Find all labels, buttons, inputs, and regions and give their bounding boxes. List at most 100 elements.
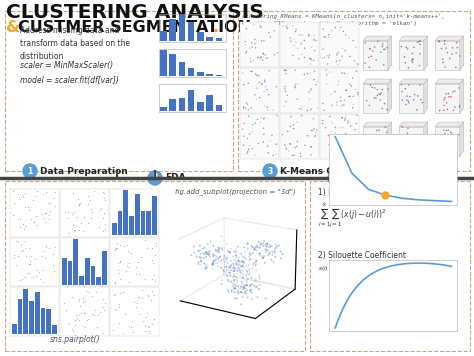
Point [26,258,34,264]
Point [80,310,88,316]
Point [361,60,369,66]
Point [14,191,21,197]
Point [22,204,29,210]
Point [141,328,149,334]
Point [371,146,379,152]
Bar [12,324,17,334]
Point [292,145,299,150]
Point [145,329,153,334]
Point [377,49,385,55]
Point [99,304,107,310]
Point [338,115,346,121]
Point [36,277,43,282]
Point [323,81,331,87]
Bar [320,21,359,67]
Point [401,146,409,151]
Point [97,207,104,213]
Point [126,279,133,284]
Bar [62,258,67,285]
Point [442,45,450,51]
Point [96,309,104,315]
Polygon shape [460,122,464,156]
Point [112,245,119,250]
Point [92,289,100,295]
Polygon shape [388,122,392,156]
Bar [35,292,40,334]
Text: Address missing data and
transform data based on the
distribution: Address missing data and transform data … [20,26,130,61]
Point [256,23,264,29]
Point [295,56,302,62]
Point [27,216,35,222]
Point [453,40,460,46]
Point [60,300,68,306]
Point [239,70,246,76]
Point [342,114,349,119]
Point [122,268,130,273]
Point [33,267,40,273]
Bar [320,68,359,112]
Point [319,56,326,61]
Point [374,38,382,44]
Point [271,52,278,58]
Point [310,58,318,63]
Point [250,21,257,27]
Bar [197,32,204,41]
Point [303,108,311,113]
Point [273,113,281,119]
Point [332,25,339,30]
Point [417,150,424,156]
Point [448,135,456,140]
Point [307,144,315,150]
Point [239,21,246,27]
Point [410,97,418,103]
Bar [73,239,78,285]
Point [9,212,17,218]
Bar [85,258,90,285]
Polygon shape [363,122,392,127]
Polygon shape [424,36,428,70]
Point [337,94,345,100]
Point [45,216,52,222]
Bar [146,211,151,235]
Point [69,328,77,334]
Polygon shape [399,122,428,127]
Text: scaler = MinMaxScaler()
model = scaler.fit(df[var]): scaler = MinMaxScaler() model = scaler.f… [20,61,119,85]
Point [101,198,109,203]
Point [444,106,451,112]
Point [260,139,267,145]
Point [42,220,49,225]
Point [239,126,246,132]
Point [286,142,294,147]
Point [254,74,261,80]
Point [324,53,331,58]
Point [337,25,345,30]
Point [456,103,463,108]
Point [307,108,314,113]
Bar [216,105,222,111]
Bar [112,223,117,235]
Point [21,190,29,196]
Point [247,56,255,61]
Point [305,33,312,38]
Point [366,46,374,52]
Point [383,139,391,145]
Point [325,35,332,40]
Point [25,245,33,251]
Point [91,308,99,313]
Bar [399,41,424,70]
Point [44,201,52,206]
Bar [46,309,51,334]
Point [264,104,271,110]
Point [365,64,373,70]
Point [441,41,448,47]
Point [273,50,281,56]
Point [352,87,360,92]
Bar [29,301,34,334]
Point [249,146,256,152]
Point [252,120,259,126]
Point [128,324,135,329]
Point [443,100,451,106]
Point [333,52,341,58]
Point [248,40,255,46]
Point [16,197,24,202]
